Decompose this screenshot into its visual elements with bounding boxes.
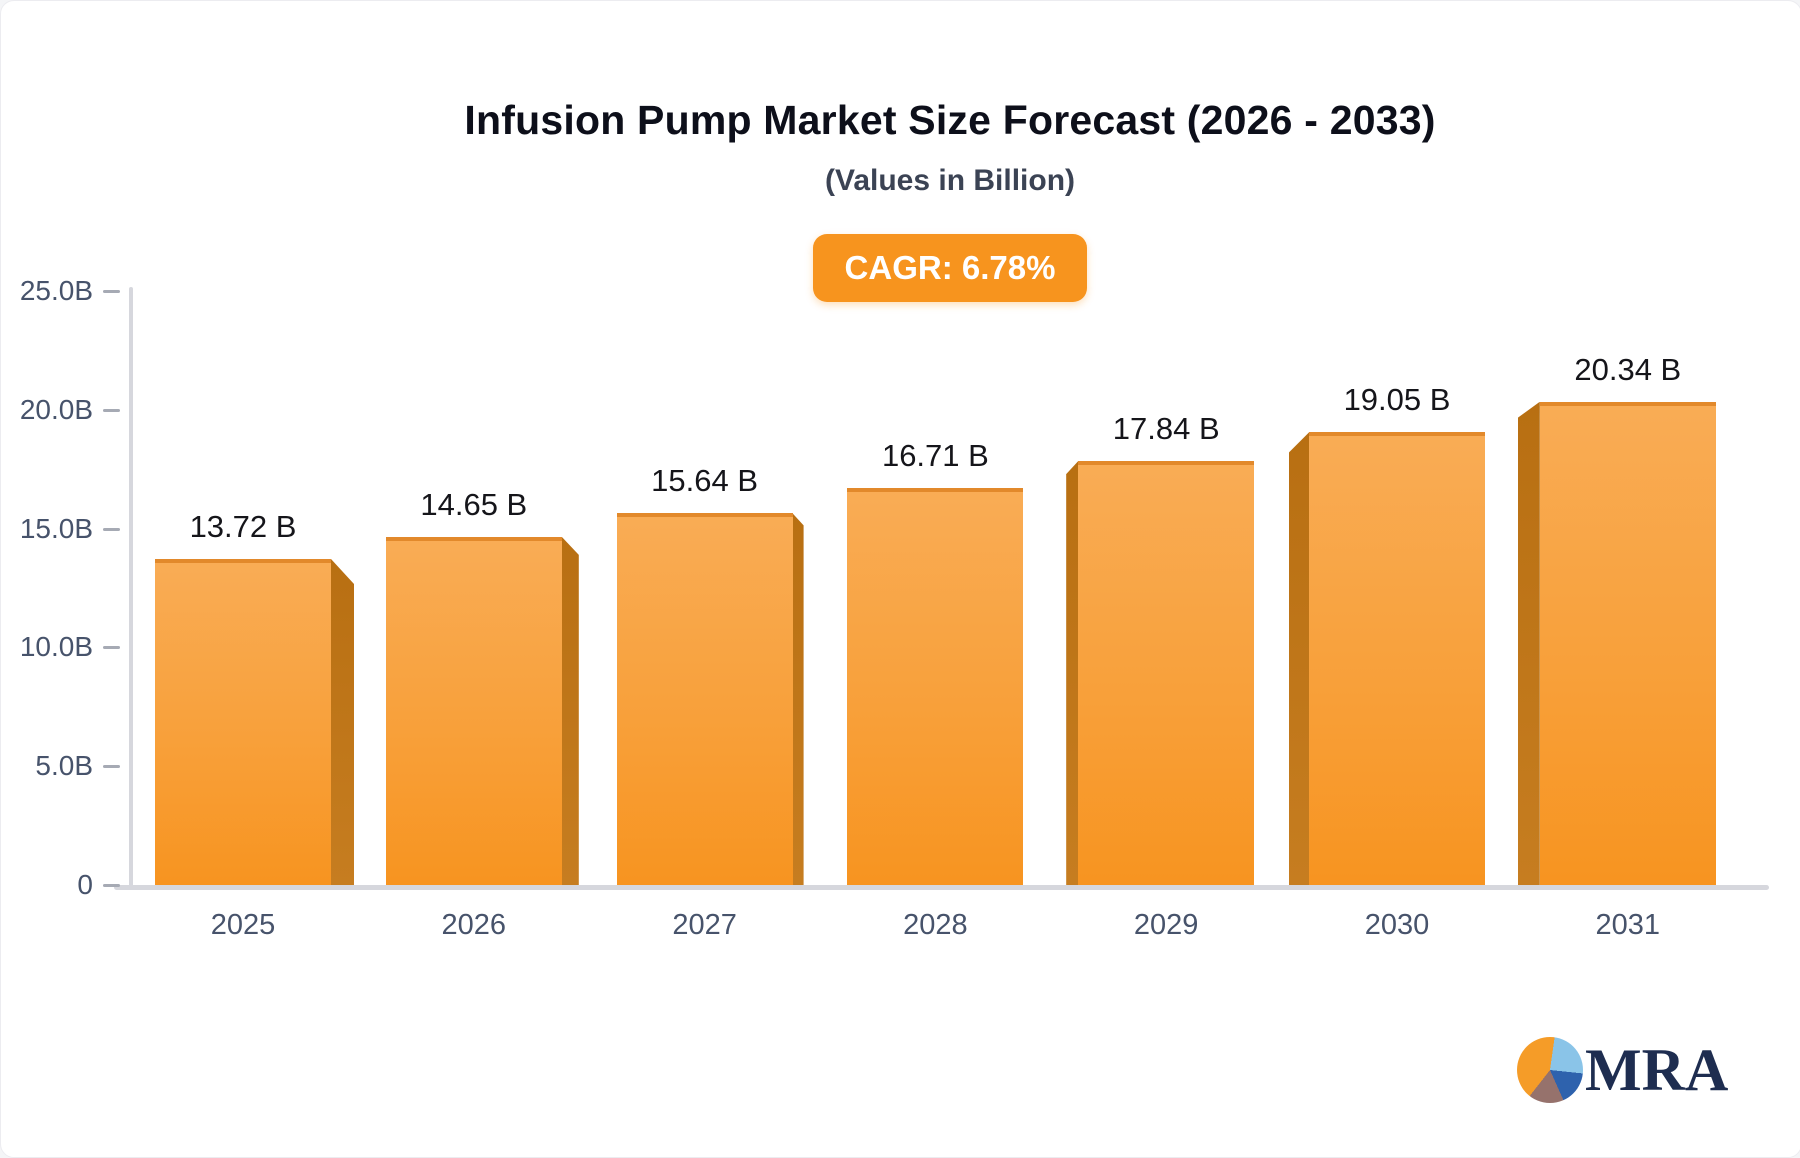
bar — [155, 559, 331, 885]
y-axis-line — [129, 287, 133, 887]
bar-side-face — [1066, 461, 1079, 885]
page-title: Infusion Pump Market Size Forecast (2026… — [464, 97, 1436, 143]
bar — [385, 536, 562, 885]
y-axis-tick — [103, 884, 120, 887]
bar-value-label: 14.65 B — [420, 486, 528, 522]
x-axis-line — [114, 885, 1769, 890]
y-axis-label: 25.0B — [19, 275, 93, 306]
bar — [1539, 401, 1716, 885]
y-axis-tick — [103, 646, 120, 650]
y-axis-label: 15.0B — [19, 512, 93, 544]
bar-side-face — [331, 559, 354, 885]
y-axis-label: 20.0B — [19, 393, 93, 425]
y-axis-tick — [103, 290, 120, 293]
y-axis-tick — [103, 527, 120, 531]
cagr-badge: CAGR: 6.78% — [812, 234, 1088, 302]
x-axis-label: 2029 — [1133, 909, 1199, 941]
bar — [1078, 461, 1255, 885]
bar-side-face — [1289, 432, 1309, 885]
x-axis-label: 2028 — [903, 909, 968, 941]
x-axis-label: 2027 — [672, 909, 737, 941]
bar — [1309, 432, 1485, 885]
y-axis-tick — [103, 408, 120, 412]
bar — [847, 487, 1024, 885]
bar-side-face — [792, 513, 804, 885]
bar-side-face — [1517, 401, 1540, 885]
chart-header: Infusion Pump Market Size Forecast (2026… — [131, 1, 1769, 302]
bar-value-label: 20.34 B — [1574, 351, 1682, 387]
bar-value-label: 13.72 B — [189, 509, 297, 544]
brand-logo: MRA — [1517, 1037, 1728, 1103]
bar-value-label: 16.71 B — [881, 437, 989, 473]
x-axis-label: 2031 — [1595, 909, 1661, 941]
pie-chart-icon — [1517, 1037, 1583, 1103]
bar-value-label: 19.05 B — [1343, 382, 1451, 418]
y-axis-label: 5.0B — [35, 750, 93, 782]
bar-side-face — [561, 536, 579, 885]
x-axis-label: 2026 — [441, 909, 507, 941]
y-axis-label: 0 — [77, 869, 93, 900]
chart-subtitle: (Values in Billion) — [824, 164, 1076, 197]
bar-value-label: 15.64 B — [651, 463, 759, 499]
brand-name: MRA — [1585, 1037, 1729, 1103]
y-axis-tick — [103, 765, 120, 769]
bar — [616, 513, 793, 885]
bar-value-label: 17.84 B — [1112, 411, 1220, 447]
y-axis-label: 10.0B — [19, 631, 93, 663]
x-axis-label: 2030 — [1364, 909, 1430, 941]
x-axis-label: 2025 — [210, 909, 276, 941]
